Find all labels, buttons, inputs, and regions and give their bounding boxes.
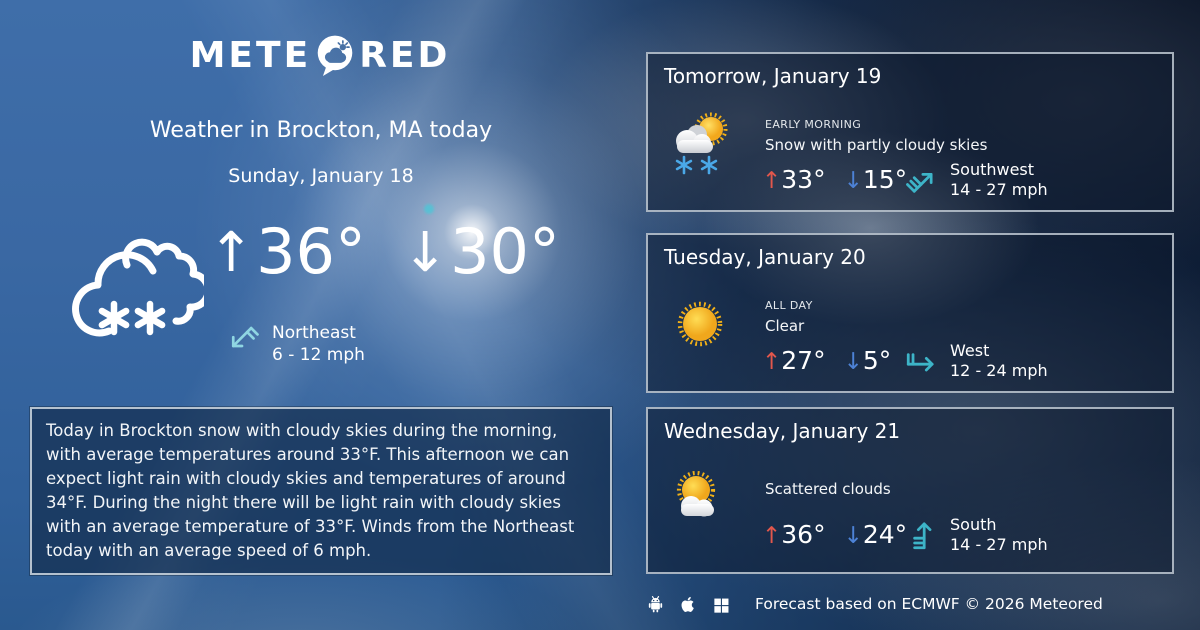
card-condition: Scattered clouds <box>765 480 891 498</box>
current-date: Sunday, January 18 <box>228 165 414 187</box>
card-wind-direction: South <box>950 515 997 534</box>
card-high-value: 27° <box>781 346 826 375</box>
card-low-value: 5° <box>862 346 892 375</box>
wind-barb-icon <box>906 172 933 193</box>
forecast-attribution: Forecast based on ECMWF © 2026 Meteored <box>755 595 1103 613</box>
low-arrow-icon: ↓ <box>402 220 449 284</box>
card-low-value: 15° <box>862 165 908 194</box>
today-summary: Today in Brockton snow with cloudy skies… <box>30 407 612 575</box>
page-title: Weather in Brockton, MA today <box>149 118 493 143</box>
card-period-label: ALL DAY <box>765 299 813 312</box>
logo-text-post: RED <box>359 34 451 76</box>
today-wind: Northeast 6 - 12 mph <box>226 322 365 366</box>
card-wind: South 14 - 27 mph <box>904 515 1048 555</box>
card-wind-direction: West <box>950 341 990 360</box>
card-temps: ↑ 33° ↓ 15° <box>762 165 907 194</box>
card-wind-speed: 12 - 24 mph <box>950 361 1048 380</box>
meteored-logo[interactable]: METE <box>150 33 490 77</box>
sun-cloud-snow-icon <box>675 112 728 175</box>
card-wind: West 12 - 24 mph <box>904 341 1048 381</box>
high-arrow-icon: ↑ <box>762 523 782 549</box>
logo-text-pre: METE <box>189 34 312 76</box>
card-wind: Southwest 14 - 27 mph <box>904 160 1048 200</box>
wind-barb-icon <box>231 326 259 348</box>
apple-icon[interactable] <box>679 595 698 614</box>
forecast-card-wednesday: Wednesday, January 21 Scattered clouds ↑… <box>646 407 1174 574</box>
card-high-value: 33° <box>781 165 826 194</box>
high-arrow-icon: ↑ <box>762 349 782 375</box>
card-title: Wednesday, January 21 <box>664 419 901 443</box>
clear-sun-icon <box>677 301 723 347</box>
low-arrow-icon: ↓ <box>843 523 863 549</box>
low-arrow-icon: ↓ <box>843 349 863 375</box>
forecast-card-tuesday: Tuesday, January 20 ALL DAY Clear ↑ 27° … <box>646 233 1174 393</box>
forecast-card-tomorrow: Tomorrow, January 19 EARLY MORNING S <box>646 52 1174 212</box>
logo-cloud-bubble-icon <box>317 35 353 76</box>
card-temps: ↑ 36° ↓ 24° <box>762 520 907 549</box>
card-wind-speed: 14 - 27 mph <box>950 180 1048 199</box>
card-period-label: EARLY MORNING <box>765 118 862 131</box>
today-high-temp: ↑ 36° <box>208 215 366 288</box>
card-condition: Clear <box>765 317 805 335</box>
today-low-temp: ↓ 30° <box>402 215 560 288</box>
sun-scattered-clouds-icon <box>676 470 716 517</box>
android-icon[interactable] <box>646 595 665 614</box>
today-high-value: 36° <box>256 215 366 288</box>
card-title: Tomorrow, January 19 <box>664 64 882 88</box>
wind-barb-icon <box>913 522 932 550</box>
today-low-value: 30° <box>450 215 560 288</box>
card-wind-direction: Southwest <box>950 160 1035 179</box>
card-title: Tuesday, January 20 <box>664 245 866 269</box>
high-arrow-icon: ↑ <box>762 168 782 194</box>
high-arrow-icon: ↑ <box>208 220 255 284</box>
card-temps: ↑ 27° ↓ 5° <box>762 346 891 375</box>
card-wind-speed: 14 - 27 mph <box>950 535 1048 554</box>
footer: Forecast based on ECMWF © 2026 Meteored <box>646 590 1186 618</box>
snow-cloud-icon <box>72 238 204 337</box>
low-arrow-icon: ↓ <box>843 168 863 194</box>
windows-icon[interactable] <box>712 595 731 614</box>
card-low-value: 24° <box>862 520 908 549</box>
card-high-value: 36° <box>781 520 826 549</box>
card-condition: Snow with partly cloudy skies <box>765 136 988 154</box>
today-wind-speed: 6 - 12 mph <box>272 345 365 365</box>
wind-barb-icon <box>906 353 934 372</box>
today-wind-direction: Northeast <box>272 323 356 343</box>
lens-flare-dot <box>424 204 434 214</box>
